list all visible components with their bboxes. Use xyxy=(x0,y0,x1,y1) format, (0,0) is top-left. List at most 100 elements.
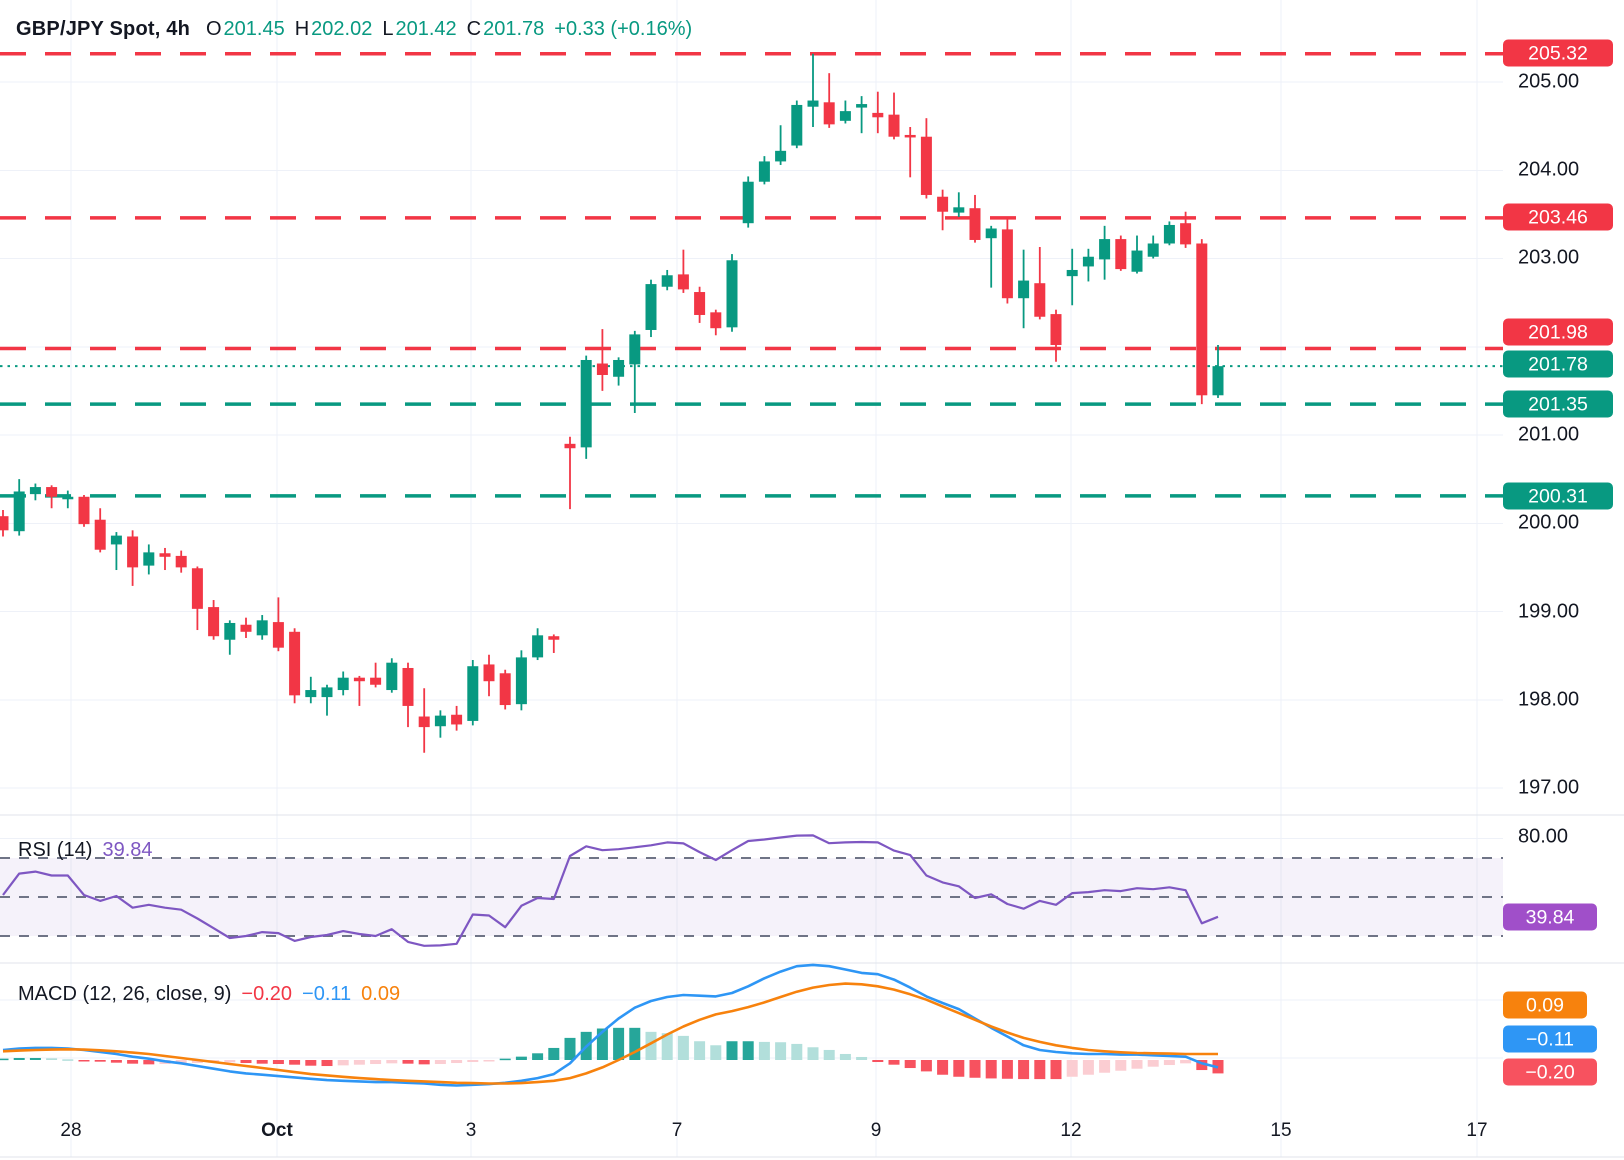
rsi-title: RSI (14) xyxy=(18,839,93,861)
candle-body xyxy=(272,622,284,648)
candle-body xyxy=(953,207,965,213)
candle-body xyxy=(839,111,851,121)
macd-histogram-bar xyxy=(29,1057,41,1060)
macd-histogram-bar xyxy=(613,1027,625,1060)
macd-histogram-bar xyxy=(661,1033,673,1060)
macd-histogram-bar xyxy=(807,1047,819,1060)
macd-histogram-bar xyxy=(272,1060,284,1065)
macd-histogram-bar xyxy=(62,1059,74,1061)
macd-histogram-bar xyxy=(904,1060,916,1069)
axis-time-label: 28 xyxy=(60,1120,82,1141)
candle-body xyxy=(791,104,803,146)
macd-histogram-bar xyxy=(1147,1060,1159,1067)
candle-body xyxy=(1147,243,1159,257)
candle-body xyxy=(62,496,74,500)
macd-histogram-bar xyxy=(888,1060,900,1065)
macd-legend: MACD (12, 26, close, 9) −0.20 −0.11 0.09 xyxy=(18,983,400,1006)
macd-histogram-bar xyxy=(839,1053,851,1060)
candle-body xyxy=(13,491,25,532)
macd-histogram-bar xyxy=(677,1035,689,1060)
rsi-line xyxy=(2,834,1219,947)
macd-histogram-bar xyxy=(953,1060,965,1077)
candle-body xyxy=(78,496,90,525)
macd-histogram-bar xyxy=(499,1058,511,1061)
macd-histogram-bar xyxy=(305,1060,317,1066)
candle-body xyxy=(434,715,446,727)
macd-histogram-bar xyxy=(1082,1060,1094,1075)
macd-histogram-bar xyxy=(596,1028,608,1060)
rsi-legend: RSI (14) 39.84 xyxy=(18,839,153,862)
candle-body xyxy=(1180,223,1192,245)
axis-value-badge: 0.09 xyxy=(1503,991,1587,1019)
macd-histogram-bar xyxy=(1066,1060,1078,1077)
candle-body xyxy=(337,677,349,691)
candle-body xyxy=(629,334,641,365)
macd-histogram-bar xyxy=(240,1060,252,1064)
candle-body xyxy=(1115,239,1127,270)
candle-body xyxy=(1131,250,1143,272)
macd-histogram-bar xyxy=(337,1060,349,1066)
candle-body xyxy=(823,102,835,125)
macd-histogram-bar xyxy=(1001,1060,1013,1079)
candle-body xyxy=(370,677,382,685)
macd-histogram-bar xyxy=(321,1060,333,1067)
macd-histogram-bar xyxy=(175,1060,187,1064)
candle-body xyxy=(856,104,868,108)
candle-body xyxy=(353,677,365,682)
macd-histogram-bar xyxy=(191,1060,203,1064)
axis-price-label: 197.00 xyxy=(1518,776,1580,799)
macd-histogram-bar xyxy=(856,1056,868,1060)
macd-histogram-bar xyxy=(548,1047,560,1060)
candle-body xyxy=(1099,239,1111,260)
candle-body xyxy=(46,487,58,497)
macd-histogram-bar xyxy=(451,1060,463,1064)
macd-histogram-bar xyxy=(1131,1060,1143,1069)
axis-value-badge: 205.32 xyxy=(1503,39,1613,67)
macd-histogram-bar xyxy=(386,1060,398,1064)
axis-value-badge: −0.11 xyxy=(1503,1025,1597,1053)
symbol-title: GBP/JPY Spot, 4h xyxy=(16,18,190,40)
candle-body xyxy=(110,535,122,545)
candle-body xyxy=(1212,366,1224,396)
macd-histogram-bar xyxy=(758,1041,770,1060)
macd-histogram-bar xyxy=(532,1053,544,1060)
macd-histogram-bar xyxy=(645,1031,657,1060)
macd-histogram-bar xyxy=(872,1060,884,1063)
candle-body xyxy=(224,622,236,640)
macd-histogram-bar xyxy=(78,1060,90,1062)
macd-histogram-bar xyxy=(418,1060,430,1065)
axis-price-label: 198.00 xyxy=(1518,688,1580,711)
axis-value-badge: 201.78 xyxy=(1503,350,1613,378)
macd-histogram-bar xyxy=(775,1042,787,1060)
ohlc-low: L 201.42 xyxy=(382,18,457,40)
macd-histogram-bar xyxy=(1034,1060,1046,1080)
candle-body xyxy=(143,552,155,566)
macd-histogram-bar xyxy=(0,1058,9,1061)
macd-histogram-bar xyxy=(402,1060,414,1064)
candle-body xyxy=(0,516,9,531)
macd-hist-value: −0.20 xyxy=(241,983,293,1005)
axis-time-label: Oct xyxy=(261,1120,293,1141)
candle-body xyxy=(661,275,673,287)
candle-body xyxy=(467,666,479,721)
axis-price-label: 200.00 xyxy=(1518,511,1580,534)
candle-body xyxy=(175,555,187,568)
macd-histogram-bar xyxy=(791,1043,803,1060)
macd-histogram-bar xyxy=(370,1060,382,1065)
macd-histogram-bar xyxy=(483,1060,495,1062)
macd-histogram-bar xyxy=(46,1058,58,1060)
macd-histogram-bar xyxy=(823,1049,835,1060)
axis-value-badge: 201.98 xyxy=(1503,318,1613,346)
macd-histogram-bar xyxy=(1050,1060,1062,1080)
candle-body xyxy=(1018,280,1030,299)
candle-body xyxy=(726,260,738,328)
rsi-value: 39.84 xyxy=(102,839,153,861)
axis-price-label: 80.00 xyxy=(1518,825,1569,848)
candle-body xyxy=(872,112,884,118)
macd-histogram-bar xyxy=(920,1060,932,1072)
candle-body xyxy=(807,100,819,107)
candle-body xyxy=(985,228,997,239)
candle-body xyxy=(532,635,544,658)
axis-price-label: 201.00 xyxy=(1518,423,1580,446)
